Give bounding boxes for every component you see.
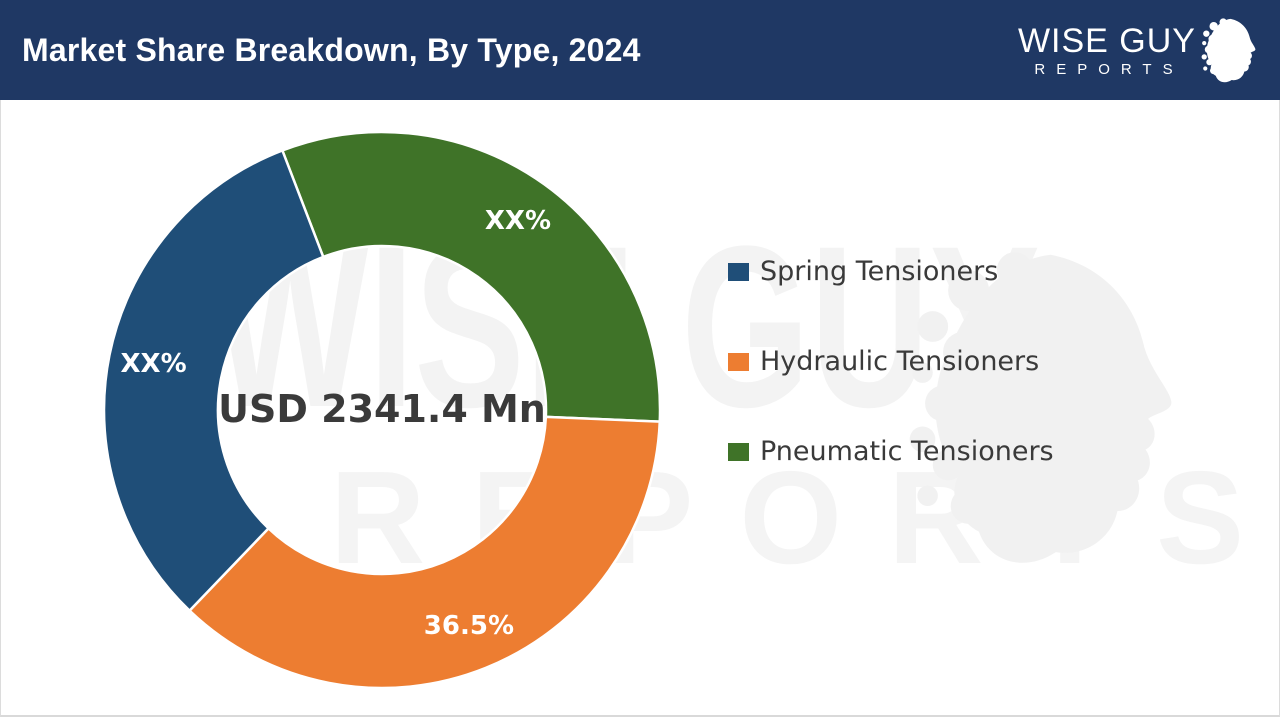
page-title: Market Share Breakdown, By Type, 2024 [22, 31, 641, 68]
donut-slice-0 [281, 130, 662, 423]
slice-label-pneumatic: XX% [484, 205, 552, 236]
dot-face-profile-icon [1201, 18, 1256, 83]
brand-name: WISE GUY [1017, 21, 1196, 60]
legend-swatch-hydraulic [728, 352, 749, 371]
donut-slice-2 [102, 149, 325, 612]
legend-item-spring: Spring Tensioners [728, 256, 1054, 287]
brand-logo: WISE GUY REPORTS [1018, 12, 1258, 88]
brand-logo-text: WISE GUY REPORTS [1018, 24, 1196, 77]
donut-slice-1 [188, 415, 662, 690]
donut-center-value: USD 2341.4 Mn [218, 387, 546, 431]
slice-label-hydraulic: 36.5% [423, 611, 515, 642]
donut-chart [102, 130, 662, 690]
legend-item-hydraulic: Hydraulic Tensioners [728, 346, 1054, 377]
chart-legend: Spring Tensioners Hydraulic Tensioners P… [728, 256, 1054, 467]
slice-label-spring: XX% [120, 348, 187, 379]
brand-subname: REPORTS [1034, 60, 1184, 78]
legend-label-hydraulic: Hydraulic Tensioners [760, 346, 1040, 377]
legend-label-pneumatic: Pneumatic Tensioners [760, 436, 1054, 467]
legend-item-pneumatic: Pneumatic Tensioners [728, 436, 1054, 467]
legend-swatch-spring [728, 262, 749, 281]
header-bar: Market Share Breakdown, By Type, 2024 WI… [0, 0, 1280, 100]
legend-label-spring: Spring Tensioners [760, 256, 999, 287]
legend-swatch-pneumatic [728, 442, 749, 461]
